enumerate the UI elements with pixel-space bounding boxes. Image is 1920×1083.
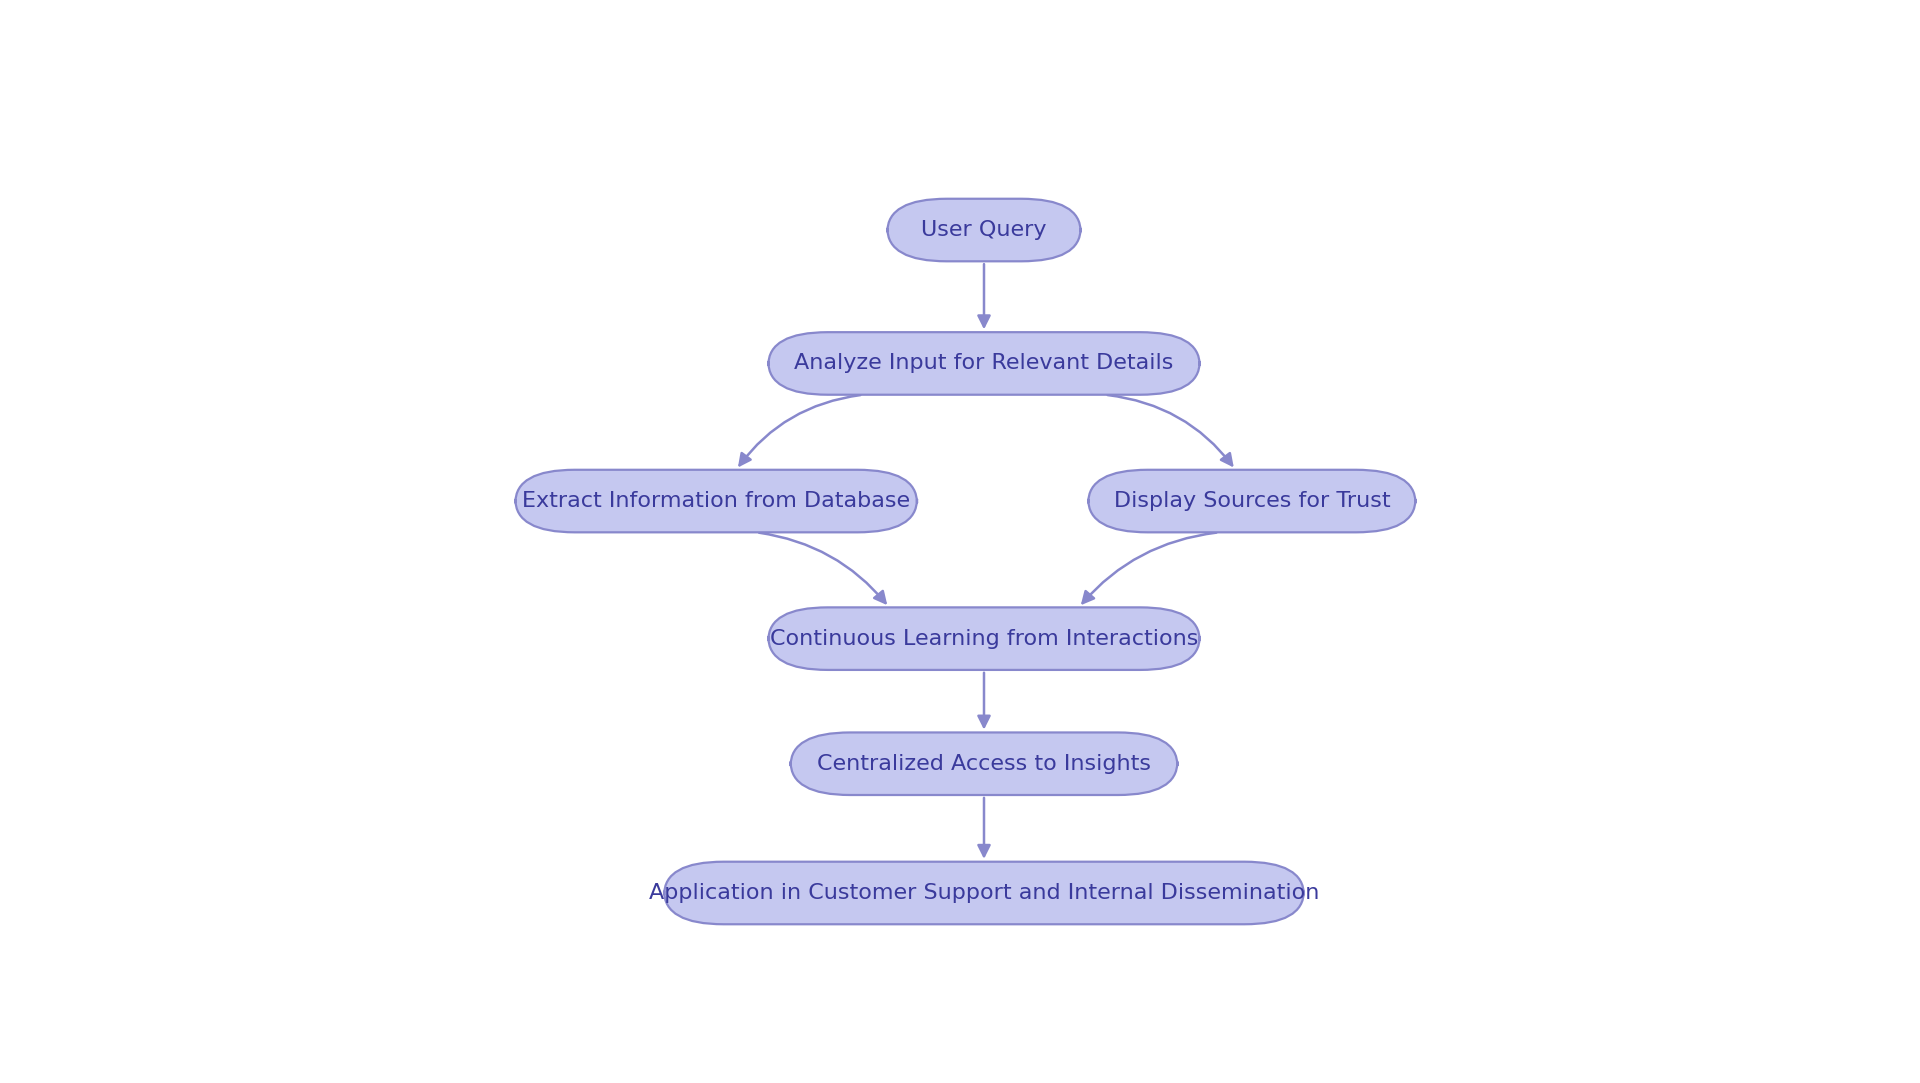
Text: Analyze Input for Relevant Details: Analyze Input for Relevant Details bbox=[795, 353, 1173, 374]
Text: Continuous Learning from Interactions: Continuous Learning from Interactions bbox=[770, 628, 1198, 649]
FancyBboxPatch shape bbox=[791, 732, 1177, 795]
FancyBboxPatch shape bbox=[515, 470, 918, 533]
FancyBboxPatch shape bbox=[664, 862, 1304, 924]
FancyBboxPatch shape bbox=[1089, 470, 1415, 533]
Text: Centralized Access to Insights: Centralized Access to Insights bbox=[818, 754, 1150, 773]
Text: User Query: User Query bbox=[922, 220, 1046, 240]
FancyBboxPatch shape bbox=[768, 332, 1200, 394]
Text: Display Sources for Trust: Display Sources for Trust bbox=[1114, 491, 1390, 511]
FancyBboxPatch shape bbox=[768, 608, 1200, 670]
Text: Extract Information from Database: Extract Information from Database bbox=[522, 491, 910, 511]
FancyBboxPatch shape bbox=[887, 199, 1081, 261]
Text: Application in Customer Support and Internal Dissemination: Application in Customer Support and Inte… bbox=[649, 883, 1319, 903]
